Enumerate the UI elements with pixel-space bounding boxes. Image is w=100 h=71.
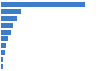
- Bar: [1, 57, 4, 62]
- Bar: [1, 16, 17, 21]
- Bar: [1, 43, 6, 48]
- Bar: [1, 36, 8, 41]
- Bar: [1, 2, 85, 7]
- Bar: [1, 23, 13, 28]
- Bar: [1, 30, 11, 35]
- Bar: [1, 64, 2, 69]
- Bar: [1, 9, 21, 14]
- Bar: [1, 50, 5, 55]
